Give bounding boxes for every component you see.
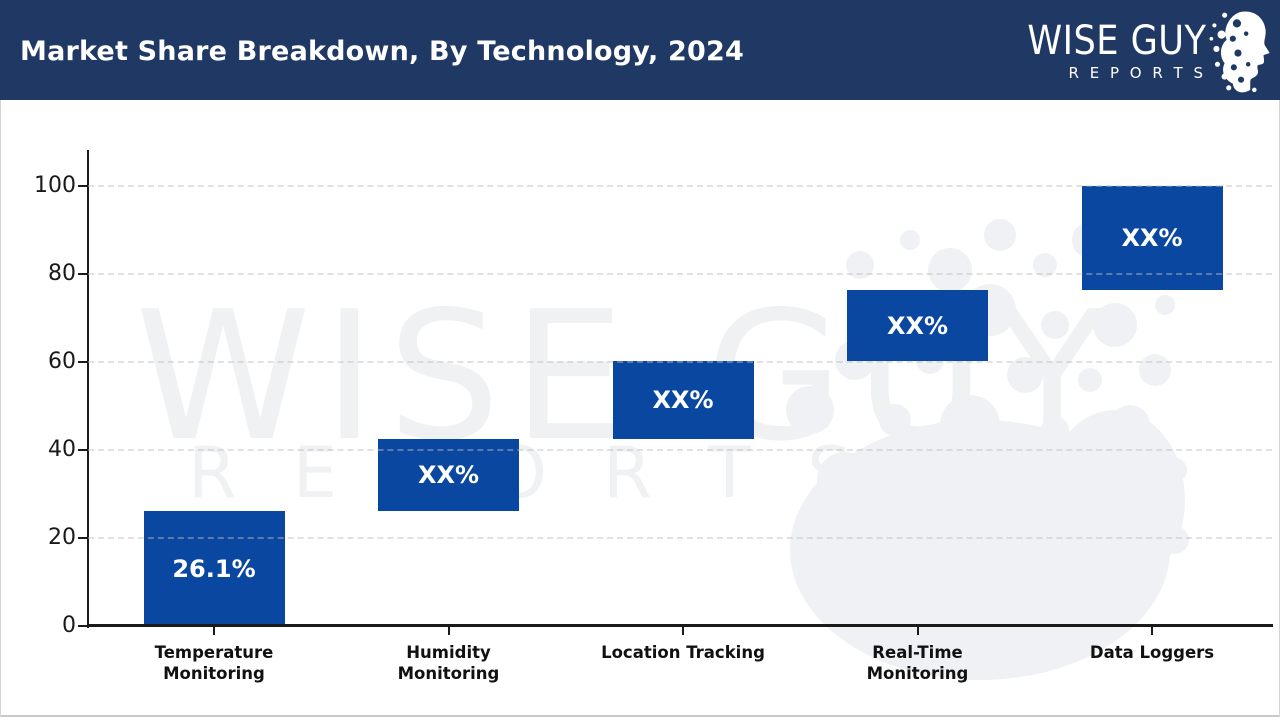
x-category-label-line: Humidity (406, 643, 491, 662)
y-tick-label: 20 (48, 525, 76, 550)
wiseguy-logo-subname: R E P O R T S (1068, 63, 1206, 82)
y-tick-mark (78, 537, 87, 539)
bar-value-label: XX% (886, 311, 949, 340)
x-category-label-real-time-monitoring: Real-Time Monitoring (798, 642, 1038, 684)
x-tick-mark (916, 627, 919, 635)
bar-value-label: 26.1% (172, 554, 256, 583)
x-tick-mark (213, 627, 215, 635)
bar-location-tracking: XX% (612, 361, 754, 440)
y-axis (87, 150, 89, 628)
page-title: Market Share Breakdown, By Technology, 2… (20, 36, 745, 67)
x-tick-mark (447, 627, 450, 635)
y-tick-label: 0 (62, 613, 76, 638)
bar-value-label: XX% (652, 386, 714, 415)
x-category-label-line: Monitoring (397, 664, 500, 683)
x-category-label-temperature-monitoring: Temperature Monitoring (94, 642, 334, 684)
x-category-label-line: Monitoring (163, 664, 265, 683)
x-category-label-data-loggers: Data Loggers (1032, 642, 1272, 663)
x-tick-mark (682, 627, 684, 635)
y-tick-label: 60 (48, 349, 76, 374)
wiseguy-logo-name: WISE GUY (1026, 17, 1206, 64)
wiseguy-head-icon (1209, 11, 1270, 93)
x-category-label-humidity-monitoring: Humidity Monitoring (329, 642, 569, 684)
wiseguy-logo-text: WISE GUY R E P O R T S (1003, 21, 1206, 82)
y-tick-label: 80 (48, 261, 76, 286)
x-axis (87, 624, 1273, 627)
y-tick-mark (78, 185, 87, 187)
x-category-label-line: Location Tracking (601, 643, 765, 662)
y-tick-label: 100 (34, 173, 76, 198)
header-bar: Market Share Breakdown, By Technology, 2… (0, 0, 1280, 100)
x-category-label-line: Data Loggers (1089, 643, 1215, 662)
bar-temperature-monitoring: 26.1% (143, 511, 285, 626)
wiseguy-logo: WISE GUY R E P O R T S (1003, 6, 1272, 96)
x-category-label-line: Real-Time (872, 643, 963, 662)
x-category-label-line: Monitoring (866, 664, 969, 683)
y-tick-mark (78, 361, 87, 363)
y-tick-mark (78, 449, 87, 451)
y-tick-label: 40 (48, 437, 76, 462)
x-category-label-location-tracking: Location Tracking (563, 642, 803, 663)
bar-humidity-monitoring: XX% (378, 439, 519, 512)
bar-data-loggers: XX% (1081, 186, 1223, 291)
gridline-40 (88, 449, 1272, 451)
y-tick-mark (78, 273, 87, 275)
bar-value-label: XX% (417, 461, 480, 490)
y-tick-mark (78, 625, 87, 627)
x-category-label-line: Temperature (154, 643, 274, 662)
x-tick-mark (1151, 627, 1153, 635)
bar-value-label: XX% (1121, 224, 1183, 253)
bar-real-time-monitoring: XX% (847, 290, 988, 362)
